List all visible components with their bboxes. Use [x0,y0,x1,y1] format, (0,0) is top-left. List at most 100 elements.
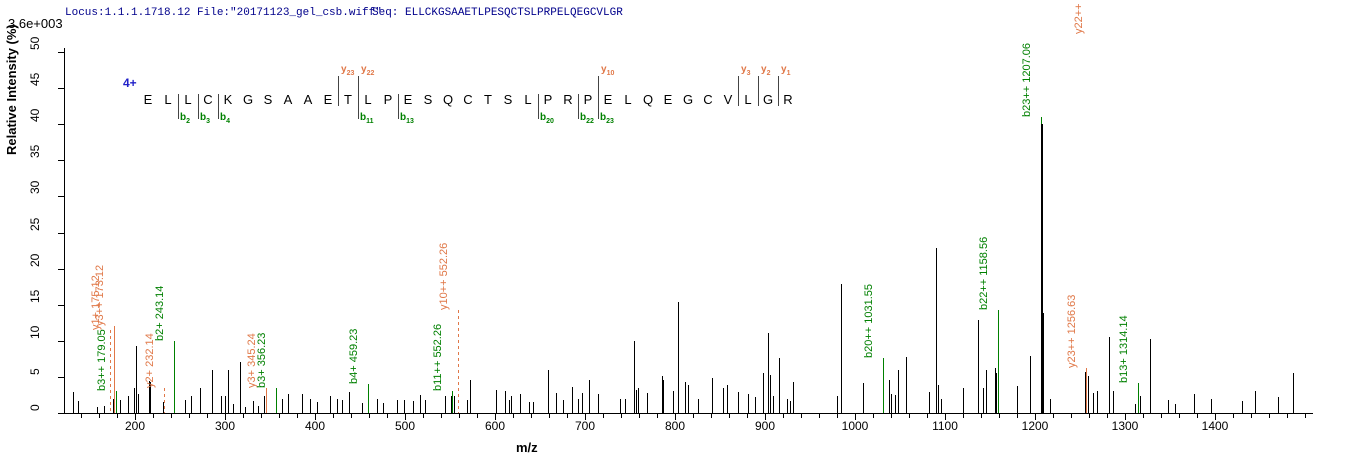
b22-marker-label: b22 [580,112,594,125]
y2-marker-label: y2 [761,64,771,77]
peak [755,397,756,413]
peak [253,401,254,413]
peak [149,381,150,413]
peak [929,392,930,413]
y-ion-annotation-line [164,388,165,413]
x-minor-tick [711,414,712,418]
x-minor-tick [153,414,154,418]
x-minor-tick [99,414,100,418]
y-ion-annotation-line [1086,368,1087,413]
peak [768,333,769,413]
peak [404,400,405,413]
residue-letter: L [744,92,752,107]
x-minor-tick [387,414,388,418]
residue-letter: E [603,92,613,107]
x-minor-tick [963,414,964,418]
b-ion-annotation-label: b4+ 459.23 [348,328,360,384]
x-minor-tick [477,414,478,418]
x-minor-tick [1017,414,1018,418]
peak [763,373,764,413]
x-major-tick [315,414,316,420]
peak [698,399,699,413]
y-tick [58,233,64,234]
x-minor-tick [891,414,892,418]
y-ion-annotation-label: y23++ 1256.63 [1066,294,1078,368]
peak [397,400,398,413]
peak [996,373,997,413]
peak [470,380,471,413]
peak [1150,339,1151,413]
y-tick-label: 20 [28,253,42,267]
x-major-tick [1215,414,1216,420]
b13-marker-label: b13 [400,112,414,125]
peak [337,399,338,413]
peak [638,388,639,413]
residue-letter: G [242,92,254,107]
peak [529,402,530,413]
peak [787,399,788,413]
peak [1041,124,1043,413]
peak [1085,372,1086,413]
peak [688,385,689,413]
b-fragment-divider [198,94,199,119]
y-tick [58,124,64,125]
b3-marker-label: b3 [200,112,211,125]
x-major-tick [135,414,136,420]
peak [895,395,896,413]
peak [662,376,663,413]
x-minor-tick [531,414,532,418]
x-minor-tick [351,414,352,418]
peak [779,358,780,413]
peak [240,362,241,413]
x-minor-tick [693,414,694,418]
peak [288,394,289,413]
x-minor-tick [1071,414,1072,418]
peak [310,399,311,413]
peak [505,391,506,413]
peak [245,407,246,413]
x-minor-tick [819,414,820,418]
y-tick [58,341,64,342]
b-ion-annotation-label: b3++ 179.05 [96,329,108,391]
residue-letter: E [663,92,673,107]
residue-letter: S [263,92,273,107]
peak [1194,394,1195,413]
x-minor-tick [441,414,442,418]
peak [73,392,74,413]
peak [1135,404,1136,413]
peak [1113,391,1114,413]
x-minor-tick [747,414,748,418]
x-tick-label: 1400 [1201,419,1229,433]
b-fragment-divider [538,94,539,119]
b-ion-annotation-line [1138,383,1139,413]
peak [978,320,979,413]
x-major-tick [855,414,856,420]
peak [97,407,98,413]
peak [891,394,892,413]
b11-marker-label: b11 [360,112,374,125]
x-tick-label: 300 [214,419,236,433]
peak [362,403,363,413]
x-minor-tick [981,414,982,418]
x-major-tick [945,414,946,420]
x-minor-tick [837,414,838,418]
residue-letter: C [203,92,213,107]
x-minor-tick [1179,414,1180,418]
peak [120,400,121,413]
peak [995,368,996,413]
peak [556,393,557,413]
peak [228,370,229,413]
x-minor-tick [189,414,190,418]
peak [212,370,213,413]
b-ion-annotation-line [1041,117,1042,124]
x-minor-tick [243,414,244,418]
x-minor-tick [1251,414,1252,418]
residue-letter: P [583,92,593,107]
peak [191,396,192,413]
peak [1030,356,1031,413]
b-ion-annotation-label: b22++ 1158.56 [978,236,990,310]
peak [1293,373,1294,413]
x-minor-tick [369,414,370,418]
residue-letter: P [383,92,393,107]
x-minor-tick [297,414,298,418]
